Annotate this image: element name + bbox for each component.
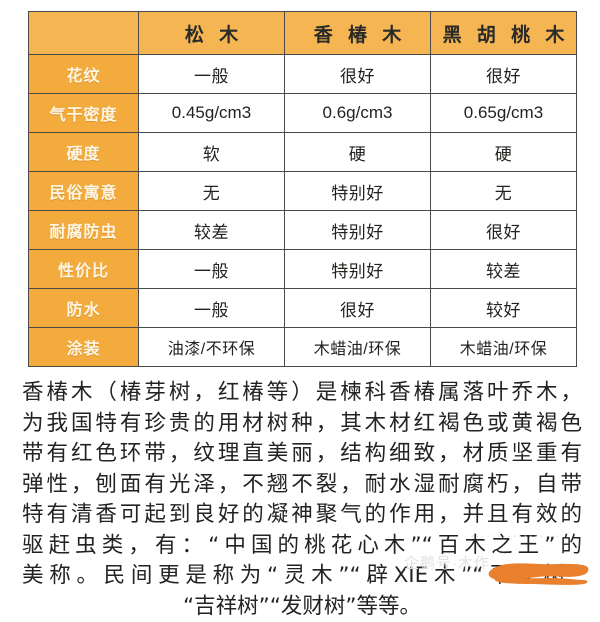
article-line: 特有清香可起到良好的凝神聚气的作用，并且有效的: [22, 500, 582, 531]
cell-coating-pine: 油漆/不环保: [139, 328, 285, 367]
cell-grain-pine: 一般: [139, 55, 285, 94]
table-row: 花纹 一般 很好 很好: [29, 55, 577, 94]
table-row: 民俗寓意 无 特别好 无: [29, 172, 577, 211]
cell-coating-toona: 木蜡油/环保: [285, 328, 431, 367]
table-header-row: 松 木 香 椿 木 黑 胡 桃 木: [29, 12, 577, 55]
article-line: 带有红色环带，纹理直美丽，结构细致，材质坚重有: [22, 439, 582, 470]
cell-folk-meaning-walnut: 无: [431, 172, 577, 211]
article-line: 为我国特有珍贵的用材树种，其木材红褐色或黄褐色: [22, 409, 582, 440]
article-line: 驱赶虫类，有：“中国的桃花心木”“百木之王”的: [22, 531, 582, 562]
wood-comparison-table: 松 木 香 椿 木 黑 胡 桃 木 花纹 一般 很好 很好 气干密度 0.45g…: [28, 11, 577, 367]
table-row: 性价比 一般 特别好 较差: [29, 250, 577, 289]
cell-density-walnut: 0.65g/cm3: [431, 94, 577, 133]
row-label-density: 气干密度: [29, 94, 139, 133]
row-label-grain: 花纹: [29, 55, 139, 94]
row-label-folk-meaning: 民俗寓意: [29, 172, 139, 211]
cell-hardness-toona: 硬: [285, 133, 431, 172]
cell-density-pine: 0.45g/cm3: [139, 94, 285, 133]
cell-hardness-walnut: 硬: [431, 133, 577, 172]
table-corner-cell: [29, 12, 139, 55]
cell-waterproof-toona: 很好: [285, 289, 431, 328]
cell-value-walnut: 较差: [431, 250, 577, 289]
cell-grain-walnut: 很好: [431, 55, 577, 94]
article-line: 美称。民间更是称为“灵木”“辟XIE木”“平安树”: [22, 561, 582, 592]
row-label-value-for-money: 性价比: [29, 250, 139, 289]
row-label-hardness: 硬度: [29, 133, 139, 172]
cell-folk-meaning-toona: 特别好: [285, 172, 431, 211]
cell-grain-toona: 很好: [285, 55, 431, 94]
cell-hardness-pine: 软: [139, 133, 285, 172]
table-row: 耐腐防虫 较差 特别好 很好: [29, 211, 577, 250]
column-header-black-walnut: 黑 胡 桃 木: [431, 12, 577, 55]
cell-density-toona: 0.6g/cm3: [285, 94, 431, 133]
column-header-toona: 香 椿 木: [285, 12, 431, 55]
table-row: 涂装 油漆/不环保 木蜡油/环保 木蜡油/环保: [29, 328, 577, 367]
article-last-line: “吉祥树”“发财树”等等。: [22, 592, 582, 622]
cell-folk-meaning-pine: 无: [139, 172, 285, 211]
cell-waterproof-pine: 一般: [139, 289, 285, 328]
wood-comparison-table-container: 松 木 香 椿 木 黑 胡 桃 木 花纹 一般 很好 很好 气干密度 0.45g…: [28, 11, 576, 367]
table-row: 硬度 软 硬 硬: [29, 133, 577, 172]
article-body: 香椿木（椿芽树，红椿等）是楝科香椿属落叶乔木， 为我国特有珍贵的用材树种，其木材…: [22, 378, 582, 622]
table-row: 防水 一般 很好 较好: [29, 289, 577, 328]
row-label-waterproof: 防水: [29, 289, 139, 328]
table-row: 气干密度 0.45g/cm3 0.6g/cm3 0.65g/cm3: [29, 94, 577, 133]
cell-coating-walnut: 木蜡油/环保: [431, 328, 577, 367]
cell-value-toona: 特别好: [285, 250, 431, 289]
cell-decay-walnut: 很好: [431, 211, 577, 250]
article-line: 香椿木（椿芽树，红椿等）是楝科香椿属落叶乔木，: [22, 378, 582, 409]
cell-value-pine: 一般: [139, 250, 285, 289]
row-label-coating: 涂装: [29, 328, 139, 367]
article-line: 弹性，刨面有光泽，不翘不裂，耐水湿耐腐朽，自带: [22, 470, 582, 501]
cell-decay-pine: 较差: [139, 211, 285, 250]
row-label-decay-insect-resistance: 耐腐防虫: [29, 211, 139, 250]
column-header-pine: 松 木: [139, 12, 285, 55]
cell-waterproof-walnut: 较好: [431, 289, 577, 328]
cell-decay-toona: 特别好: [285, 211, 431, 250]
